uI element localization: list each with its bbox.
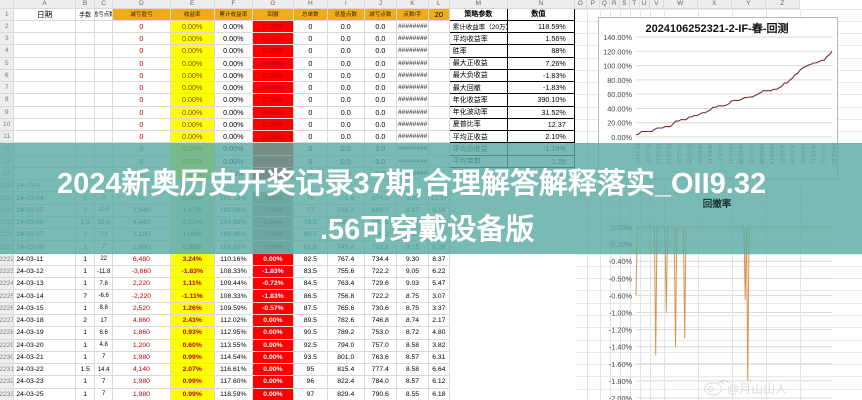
svg-text:@月山山人: @月山山人 bbox=[727, 382, 787, 396]
svg-text:0.00%: 0.00% bbox=[611, 133, 632, 142]
svg-text:-1.80%: -1.80% bbox=[609, 377, 633, 386]
svg-text:-1.00%: -1.00% bbox=[609, 309, 633, 318]
svg-text:-1.20%: -1.20% bbox=[609, 326, 633, 335]
svg-text:40.00%: 40.00% bbox=[607, 104, 632, 113]
svg-text:-0.50%: -0.50% bbox=[609, 274, 633, 283]
svg-text:-1.60%: -1.60% bbox=[609, 360, 633, 369]
svg-text:-2.00%: -2.00% bbox=[609, 394, 633, 400]
svg-text:20.00%: 20.00% bbox=[607, 119, 632, 128]
svg-text:-0.40%: -0.40% bbox=[609, 257, 633, 266]
svg-text:-0.60%: -0.60% bbox=[609, 291, 633, 300]
svg-text:100.00%: 100.00% bbox=[603, 62, 632, 71]
svg-text:80.00%: 80.00% bbox=[607, 76, 632, 85]
svg-text:120.00%: 120.00% bbox=[603, 47, 632, 56]
svg-text:-1.40%: -1.40% bbox=[609, 343, 633, 352]
svg-text:60.00%: 60.00% bbox=[607, 90, 632, 99]
